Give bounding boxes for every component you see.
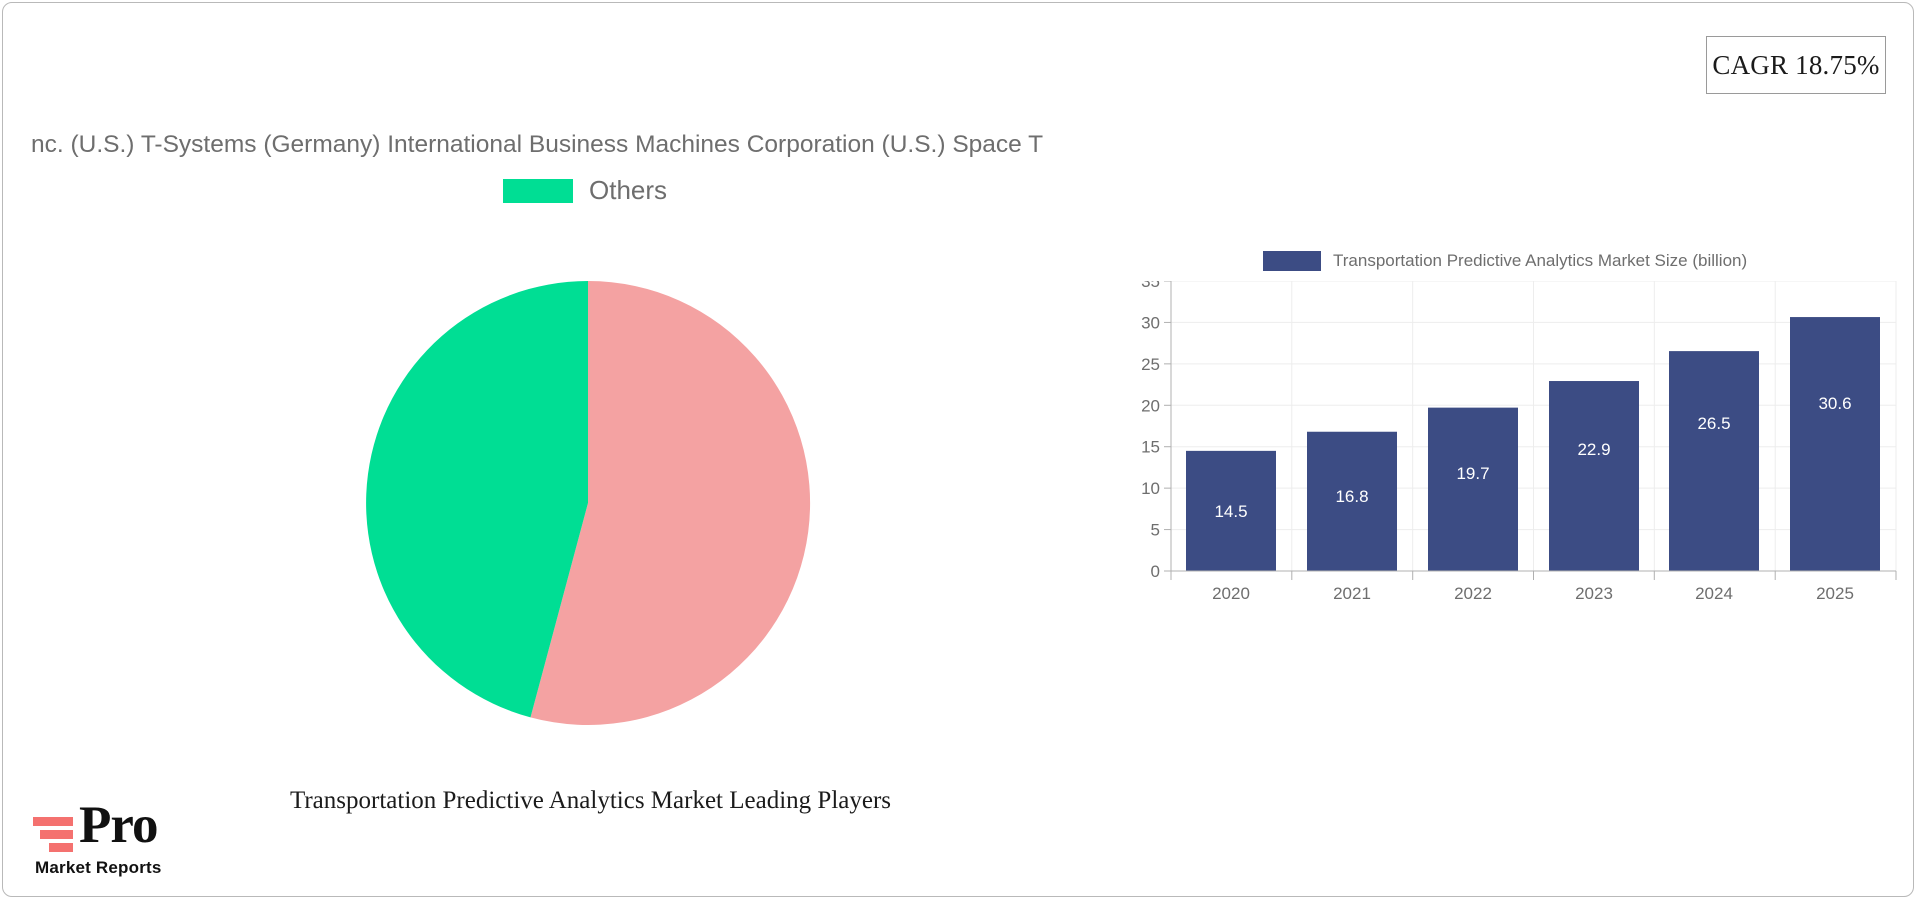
logo-bars-icon (33, 817, 73, 852)
pie-svg (366, 280, 811, 725)
y-tick-25: 25 (1141, 355, 1160, 374)
x-tick-2024: 2024 (1695, 584, 1733, 603)
y-tick-15: 15 (1141, 438, 1160, 457)
y-tick-30: 30 (1141, 313, 1160, 332)
pro-market-reports-logo: Pro Market Reports (25, 799, 165, 889)
pie-legend-label-others: Others (589, 175, 668, 205)
x-tick-2025: 2025 (1816, 584, 1854, 603)
bar-chart-svg: 0 5 10 15 20 25 30 35 14.5 16. (1141, 281, 1897, 603)
bar-legend-swatch (1263, 251, 1321, 271)
x-tick-2020: 2020 (1212, 584, 1250, 603)
pie-chart-title: nc. (U.S.) T-Systems (Germany) Internati… (31, 131, 1044, 158)
logo-wordmark: Pro (33, 799, 165, 859)
pie-legend: Others (503, 175, 667, 206)
bar-2023 (1549, 381, 1639, 571)
x-tick-2023: 2023 (1575, 584, 1613, 603)
pie-chart-caption: Transportation Predictive Analytics Mark… (289, 787, 892, 814)
bar-2024 (1669, 351, 1759, 571)
pie-slice-others (366, 281, 588, 718)
bar-chart-x-axis: 2020 2021 2022 2023 2024 2025 (1170, 570, 1897, 603)
bar-chart-y-axis: 0 5 10 15 20 25 30 35 (1141, 281, 1172, 581)
y-tick-10: 10 (1141, 479, 1160, 498)
bar-legend-label: Transportation Predictive Analytics Mark… (1333, 251, 1748, 270)
y-tick-5: 5 (1151, 521, 1160, 540)
x-tick-2021: 2021 (1333, 584, 1371, 603)
bar-2021 (1307, 431, 1397, 571)
bar-value-2023: 22.9 (1577, 440, 1610, 459)
bar-value-2021: 16.8 (1335, 487, 1368, 506)
bar-chart-gridlines (1170, 281, 1897, 572)
pie-legend-swatch-others (503, 178, 573, 203)
x-tick-2022: 2022 (1454, 584, 1492, 603)
y-tick-35: 35 (1141, 281, 1160, 291)
bar-2020 (1186, 450, 1276, 571)
pie-chart-panel: nc. (U.S.) T-Systems (Germany) Internati… (3, 103, 1103, 814)
bar-chart-panel: Transportation Predictive Analytics Mark… (1133, 243, 1908, 673)
logo-word-pro: Pro (79, 796, 158, 854)
pie-slice-listed-players (530, 280, 811, 725)
y-tick-20: 20 (1141, 396, 1160, 415)
bar-value-2020: 14.5 (1214, 502, 1247, 521)
bar-value-2024: 26.5 (1697, 414, 1730, 433)
bar-value-2022: 19.7 (1456, 464, 1489, 483)
bar-value-labels: 14.5 16.8 19.7 22.9 26.5 30.6 (1214, 394, 1851, 521)
bar-2025 (1790, 317, 1880, 571)
pie-chart-graphic (308, 231, 868, 776)
bar-legend: Transportation Predictive Analytics Mark… (1263, 251, 1747, 271)
bar-series (1186, 317, 1880, 571)
y-tick-0: 0 (1151, 562, 1160, 581)
logo-subtitle: Market Reports (35, 858, 162, 877)
bar-value-2025: 30.6 (1818, 394, 1851, 413)
cagr-badge: CAGR 18.75% (1706, 36, 1886, 94)
bar-2022 (1428, 407, 1518, 571)
cagr-label: CAGR 18.75% (1712, 49, 1880, 80)
